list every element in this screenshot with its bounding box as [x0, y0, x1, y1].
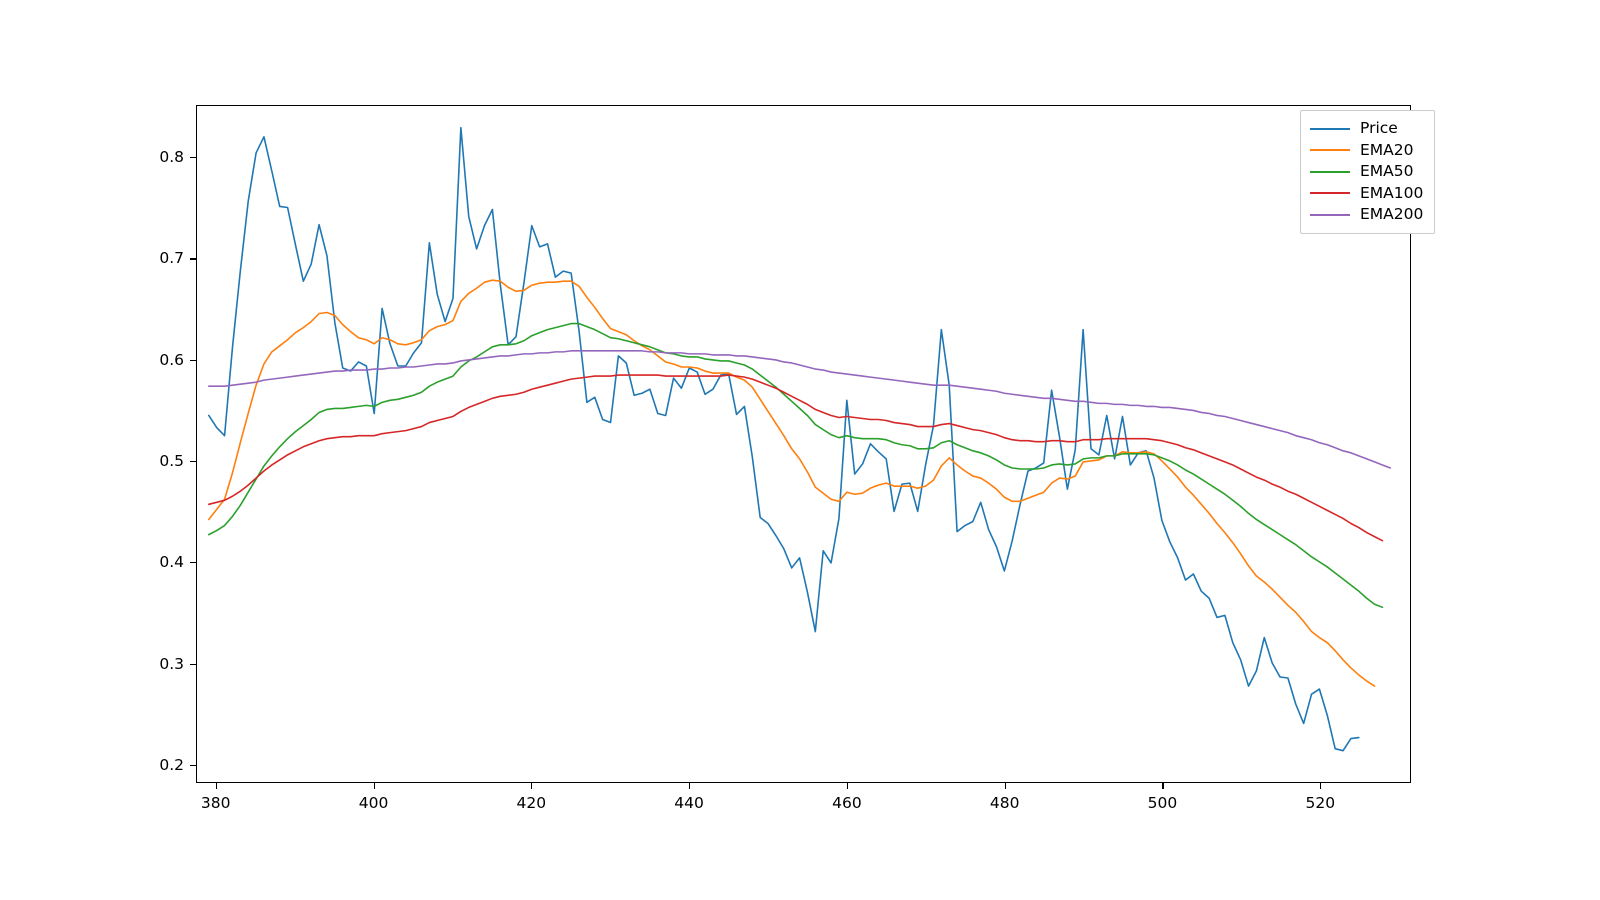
series-line-ema200 — [208, 350, 1392, 469]
x-tick-mark — [689, 783, 691, 789]
y-tick-mark — [190, 460, 196, 463]
legend-label: EMA50 — [1360, 162, 1414, 180]
legend-item-ema50[interactable]: EMA50 — [1310, 161, 1423, 183]
legend-swatch-ema100 — [1310, 192, 1350, 195]
series-line-price — [208, 126, 1360, 752]
plot-area — [196, 105, 1411, 783]
legend-swatch-ema200 — [1310, 213, 1350, 216]
y-tick-mark — [190, 562, 196, 564]
x-tick-mark — [373, 783, 375, 789]
x-tick-mark — [215, 783, 217, 789]
y-tick-label: 0.2 — [159, 755, 184, 774]
y-tick-label: 0.7 — [159, 249, 184, 268]
x-tick-mark — [1320, 783, 1322, 789]
y-tick-mark — [190, 157, 196, 159]
x-tick-label: 520 — [1305, 794, 1336, 812]
x-tick-label: 400 — [358, 794, 389, 812]
y-tick-label: 0.4 — [159, 553, 184, 572]
series-canvas — [208, 126, 1392, 752]
y-tick-mark — [190, 258, 196, 260]
legend-label: Price — [1360, 119, 1398, 137]
legend-label: EMA200 — [1360, 205, 1424, 223]
x-tick-label: 480 — [989, 794, 1020, 812]
chart-legend: Price EMA20 EMA50 EMA100 EMA200 — [1300, 110, 1436, 234]
legend-item-ema20[interactable]: EMA20 — [1310, 140, 1423, 162]
series-line-ema100 — [208, 374, 1384, 542]
x-tick-mark — [1004, 783, 1006, 789]
legend-swatch-price — [1310, 127, 1350, 130]
legend-swatch-ema20 — [1310, 149, 1350, 152]
x-tick-label: 420 — [516, 794, 547, 812]
y-tick-mark — [190, 764, 196, 766]
legend-label: EMA20 — [1360, 140, 1414, 159]
y-tick-mark — [190, 359, 196, 361]
x-tick-mark — [531, 783, 533, 789]
legend-item-price[interactable]: Price — [1310, 118, 1423, 140]
x-tick-label: 500 — [1147, 794, 1178, 812]
x-tick-label: 440 — [674, 794, 704, 812]
y-tick-mark — [190, 663, 196, 665]
x-tick-mark — [846, 783, 848, 789]
legend-label: EMA100 — [1360, 183, 1424, 202]
y-tick-label: 0.5 — [159, 451, 184, 470]
x-tick-mark — [1162, 783, 1164, 789]
y-tick-label: 0.3 — [159, 654, 184, 673]
series-line-ema50 — [208, 322, 1384, 609]
x-tick-label: 380 — [200, 794, 231, 812]
y-tick-label: 0.8 — [159, 148, 184, 167]
series-line-ema20 — [208, 279, 1376, 687]
x-tick-label: 460 — [832, 794, 862, 812]
legend-swatch-ema50 — [1310, 170, 1350, 173]
legend-item-ema200[interactable]: EMA200 — [1310, 204, 1423, 226]
y-tick-label: 0.6 — [159, 350, 184, 369]
legend-item-ema100[interactable]: EMA100 — [1310, 183, 1423, 205]
